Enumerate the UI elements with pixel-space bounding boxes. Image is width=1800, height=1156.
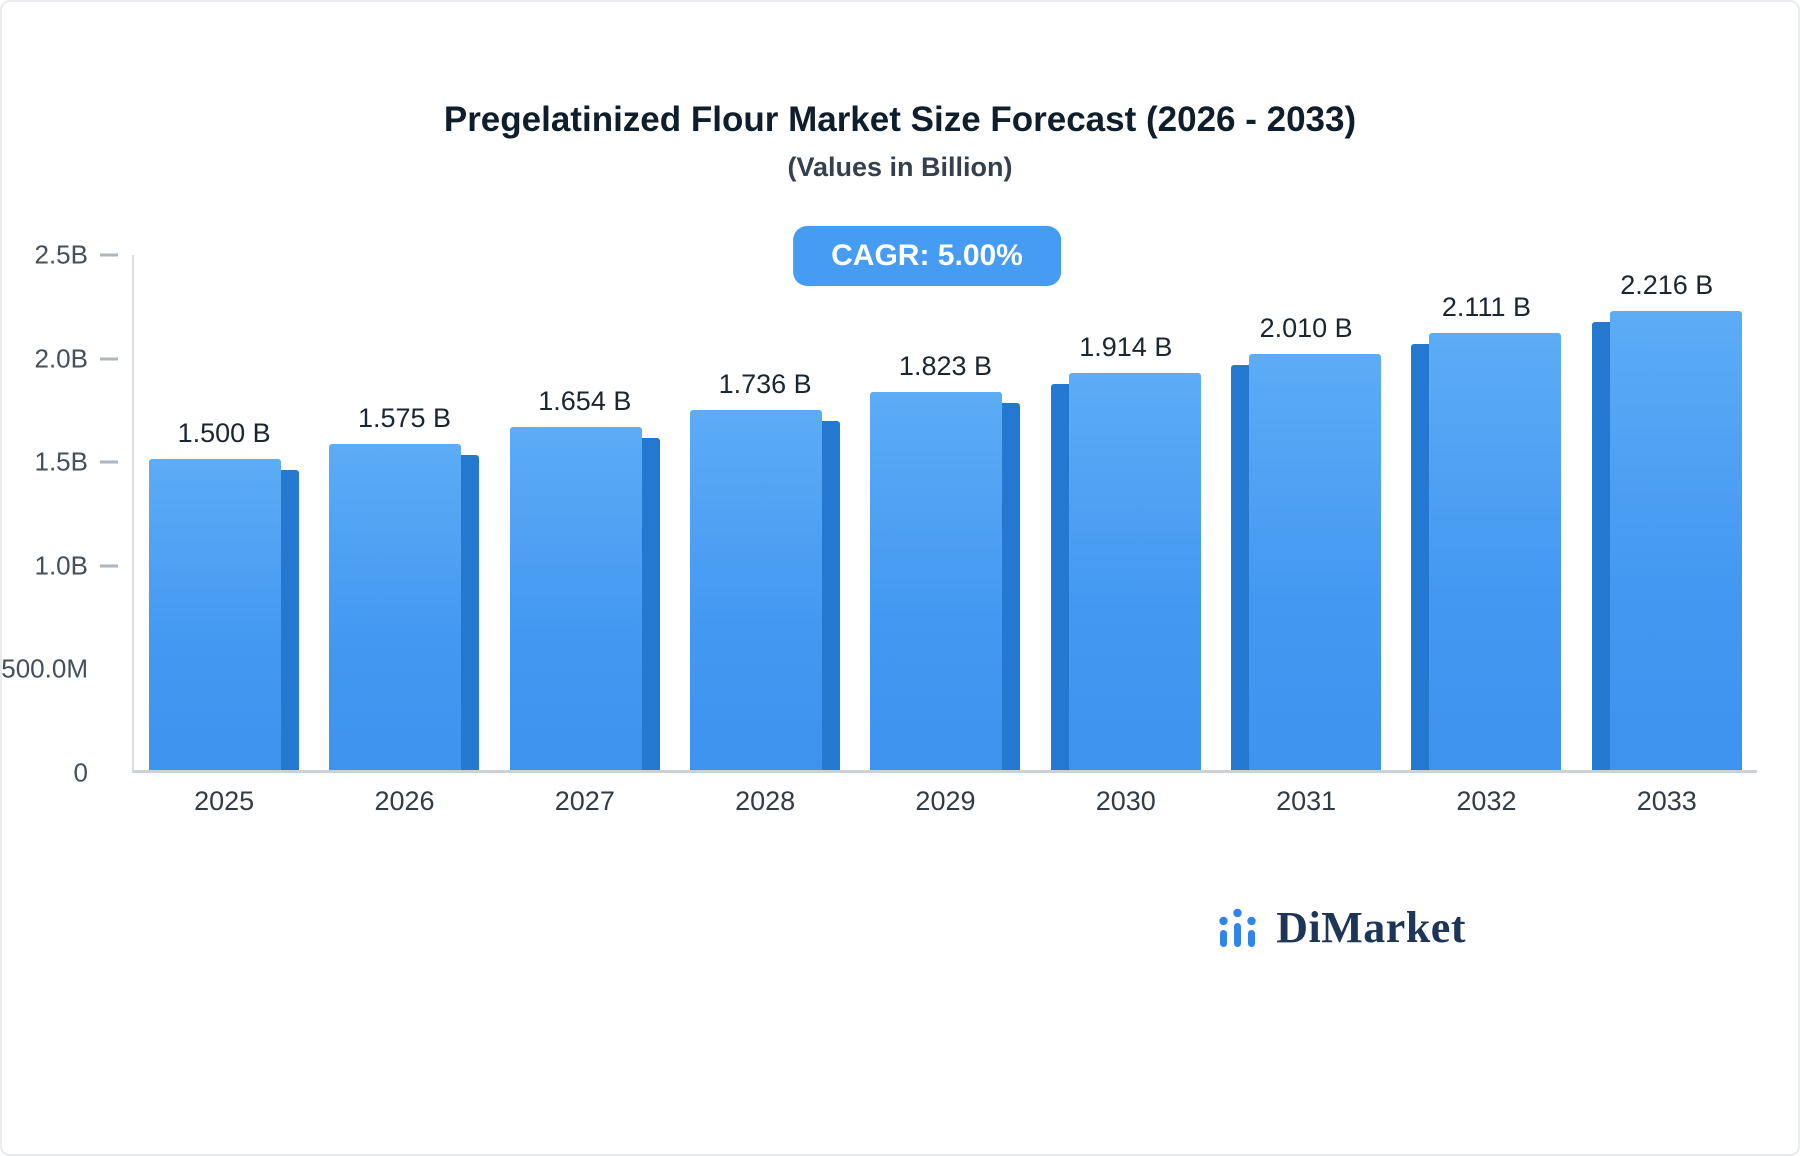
x-tick-label: 2033: [1636, 786, 1697, 816]
bar-side-face: [280, 470, 300, 770]
cagr-badge: CAGR: 5.00%: [793, 226, 1061, 286]
y-tick-label: 2.5B: [34, 239, 89, 270]
bar-2028[interactable]: 1.736 B: [690, 369, 841, 770]
bar-front-face: [1429, 332, 1562, 770]
bar-slot: 1.500 B 2025: [134, 255, 314, 816]
bar-2031[interactable]: 2.010 B: [1231, 313, 1382, 770]
y-tick-mark: [100, 460, 118, 464]
bar-value-label: 1.575 B: [357, 402, 452, 433]
bar-side-face: [821, 421, 841, 770]
bar-value-label: 1.654 B: [538, 386, 632, 417]
y-tick-mark: [100, 564, 118, 568]
bars-container: 1.500 B 2025 1.575 B 2026 1.654 B 2027 1.736 B…: [134, 255, 1757, 816]
bar-value-label: 1.914 B: [1079, 332, 1173, 363]
chart-title: Pregelatinized Flour Market Size Forecas…: [443, 100, 1357, 139]
bar-side-face: [1231, 364, 1251, 770]
bar-side-face: [640, 438, 660, 770]
bar-2030[interactable]: 1.914 B: [1050, 332, 1201, 770]
bar-value-label: 2.111 B: [1441, 291, 1531, 322]
cagr-label: CAGR: 5.00%: [831, 239, 1023, 272]
bar-value-label: 2.010 B: [1259, 312, 1353, 343]
bar-side-face: [1050, 384, 1070, 770]
bar-value-label: 1.736 B: [718, 369, 812, 400]
y-tick-label: 0: [73, 757, 88, 788]
y-tick-label: 1.5B: [34, 446, 89, 477]
bar-front-face: [509, 427, 642, 770]
bar-front-face: [1249, 353, 1382, 770]
bar-front-face: [329, 443, 462, 770]
brand-logo: DiMarket: [1214, 902, 1466, 953]
x-tick-label: 2026: [374, 786, 435, 816]
bar-side-face: [1001, 403, 1021, 770]
bar-slot: 2.111 B 2032: [1396, 255, 1576, 816]
bar-side-face: [1591, 321, 1611, 770]
bar-value-label: 1.500 B: [177, 418, 271, 449]
bar-slot: 2.010 B 2031: [1216, 255, 1396, 816]
bar-slot: 1.736 B 2028: [675, 255, 855, 816]
y-tick-label: 2.0B: [34, 343, 89, 374]
bar-front-face: [1068, 373, 1201, 770]
bar-2027[interactable]: 1.654 B: [509, 386, 660, 770]
y-tick-mark: [100, 357, 118, 361]
bar-2025[interactable]: 1.500 B: [149, 418, 300, 770]
y-tick-mark: [100, 253, 118, 257]
bar-slot: 1.654 B 2027: [495, 255, 675, 816]
dimarket-icon: [1219, 908, 1256, 947]
bar-2029[interactable]: 1.823 B: [870, 351, 1021, 770]
brand-name: DiMarket: [1276, 903, 1466, 952]
bar-slot: 1.823 B 2029: [855, 255, 1035, 816]
x-tick-label: 2032: [1456, 786, 1517, 816]
bar-side-face: [1411, 343, 1431, 770]
bar-2026[interactable]: 1.575 B: [329, 403, 480, 770]
y-tick-label: 500.0M: [1, 653, 88, 684]
y-tick-label: 1.0B: [34, 550, 89, 581]
bar-front-face: [149, 459, 282, 770]
chart-subtitle: (Values in Billion): [787, 152, 1013, 182]
bar-front-face: [870, 392, 1003, 770]
bar-slot: 1.575 B 2026: [314, 255, 494, 816]
bar-front-face: [1609, 310, 1742, 770]
bar-2032[interactable]: 2.111 B: [1411, 292, 1562, 770]
x-tick-label: 2030: [1095, 786, 1156, 816]
x-tick-label: 2025: [194, 786, 255, 816]
x-tick-label: 2031: [1276, 786, 1337, 816]
x-tick-label: 2029: [915, 786, 976, 816]
bar-side-face: [460, 454, 480, 770]
bar-slot: 1.914 B 2030: [1036, 255, 1216, 816]
bar-value-label: 2.216 B: [1620, 269, 1714, 300]
plot-area: 2.5B 2.0B 1.5B 1.0B 500.0M 0 1.500 B 2025 1.575…: [2, 240, 1757, 816]
bar-slot: 2.216 B 2033: [1577, 255, 1757, 816]
bar-value-label: 1.823 B: [898, 351, 993, 382]
bar-front-face: [690, 410, 823, 770]
x-tick-label: 2028: [735, 786, 796, 816]
x-tick-label: 2027: [554, 786, 615, 816]
bar-2033[interactable]: 2.216 B: [1591, 270, 1742, 770]
